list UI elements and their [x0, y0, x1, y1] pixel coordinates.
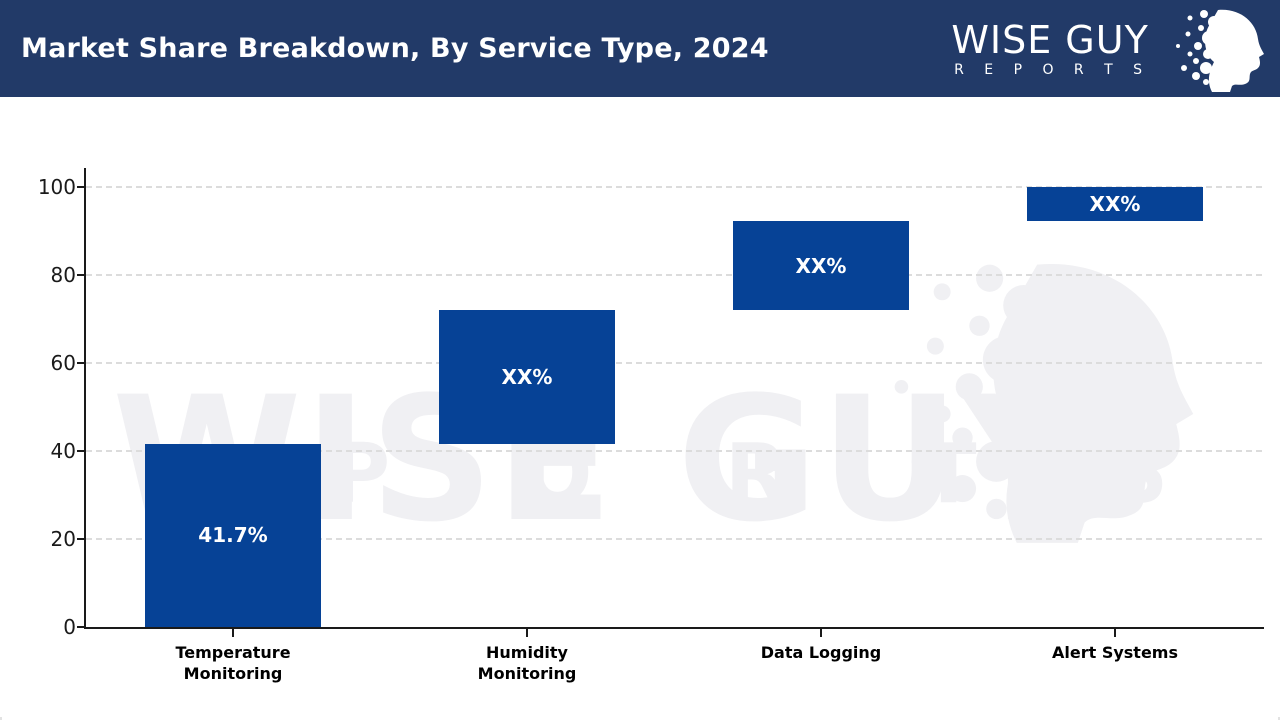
y-tick-label-60: 60	[50, 351, 76, 375]
bar-value-label-temperature-monitoring: 41.7%	[198, 523, 268, 548]
x-tick-data-logging	[820, 629, 822, 637]
wiseguy-face-icon	[1176, 9, 1264, 92]
x-category-label-humidity-monitoring: Humidity Monitoring	[477, 643, 577, 683]
wiseguy-logo: WISE GUY R E P O R T S	[950, 6, 1280, 92]
wiseguy-wordmark-line1: WISE GUY	[951, 17, 1149, 62]
chart-area: WISE GUY P O R T S 0 20 40 60 80 100 41.7% Temp…	[0, 97, 1280, 717]
bar-value-label-data-logging: XX%	[795, 253, 847, 278]
bar-data-logging: XX%	[732, 220, 910, 311]
x-tick-alert-systems	[1114, 629, 1116, 637]
bar-temperature-monitoring: 41.7%	[144, 443, 322, 627]
y-tick-label-20: 20	[50, 527, 76, 551]
gridline-40	[86, 450, 1262, 452]
y-tick-100	[77, 186, 84, 188]
header: Market Share Breakdown, By Service Type,…	[0, 0, 1280, 97]
bar-humidity-monitoring: XX%	[438, 310, 616, 444]
plot-area: 0 20 40 60 80 100 41.7% Temperature Monitoring X…	[38, 168, 1264, 683]
y-tick-label-100: 100	[37, 175, 76, 199]
x-axis-line	[84, 627, 1264, 629]
gridline-80	[86, 274, 1262, 276]
y-tick-20	[77, 538, 84, 540]
gridline-100	[86, 186, 1262, 188]
y-tick-40	[77, 450, 84, 452]
x-category-label-data-logging: Data Logging	[760, 643, 882, 662]
gridline-20	[86, 538, 1262, 540]
y-tick-60	[77, 362, 84, 364]
x-tick-temperature-monitoring	[232, 629, 234, 637]
gridline-60	[86, 362, 1262, 364]
y-tick-0	[77, 626, 84, 628]
x-category-label-temperature-monitoring: Temperature Monitoring	[175, 643, 291, 683]
y-tick-label-40: 40	[50, 439, 76, 463]
x-category-label-alert-systems: Alert Systems	[1052, 643, 1178, 662]
y-tick-label-80: 80	[50, 263, 76, 287]
x-tick-humidity-monitoring	[526, 629, 528, 637]
page-title: Market Share Breakdown, By Service Type,…	[21, 33, 769, 64]
bar-alert-systems: XX%	[1026, 187, 1204, 221]
y-tick-label-0: 0	[63, 615, 76, 639]
y-tick-80	[77, 274, 84, 276]
bar-value-label-humidity-monitoring: XX%	[501, 364, 553, 389]
watermark-face-icon	[894, 264, 1194, 543]
bar-value-label-alert-systems: XX%	[1089, 191, 1141, 216]
wiseguy-wordmark-line2: R E P O R T S	[954, 61, 1150, 78]
y-axis-line	[84, 168, 86, 629]
wiseguy-wordmark: WISE GUY R E P O R T S	[950, 20, 1150, 78]
